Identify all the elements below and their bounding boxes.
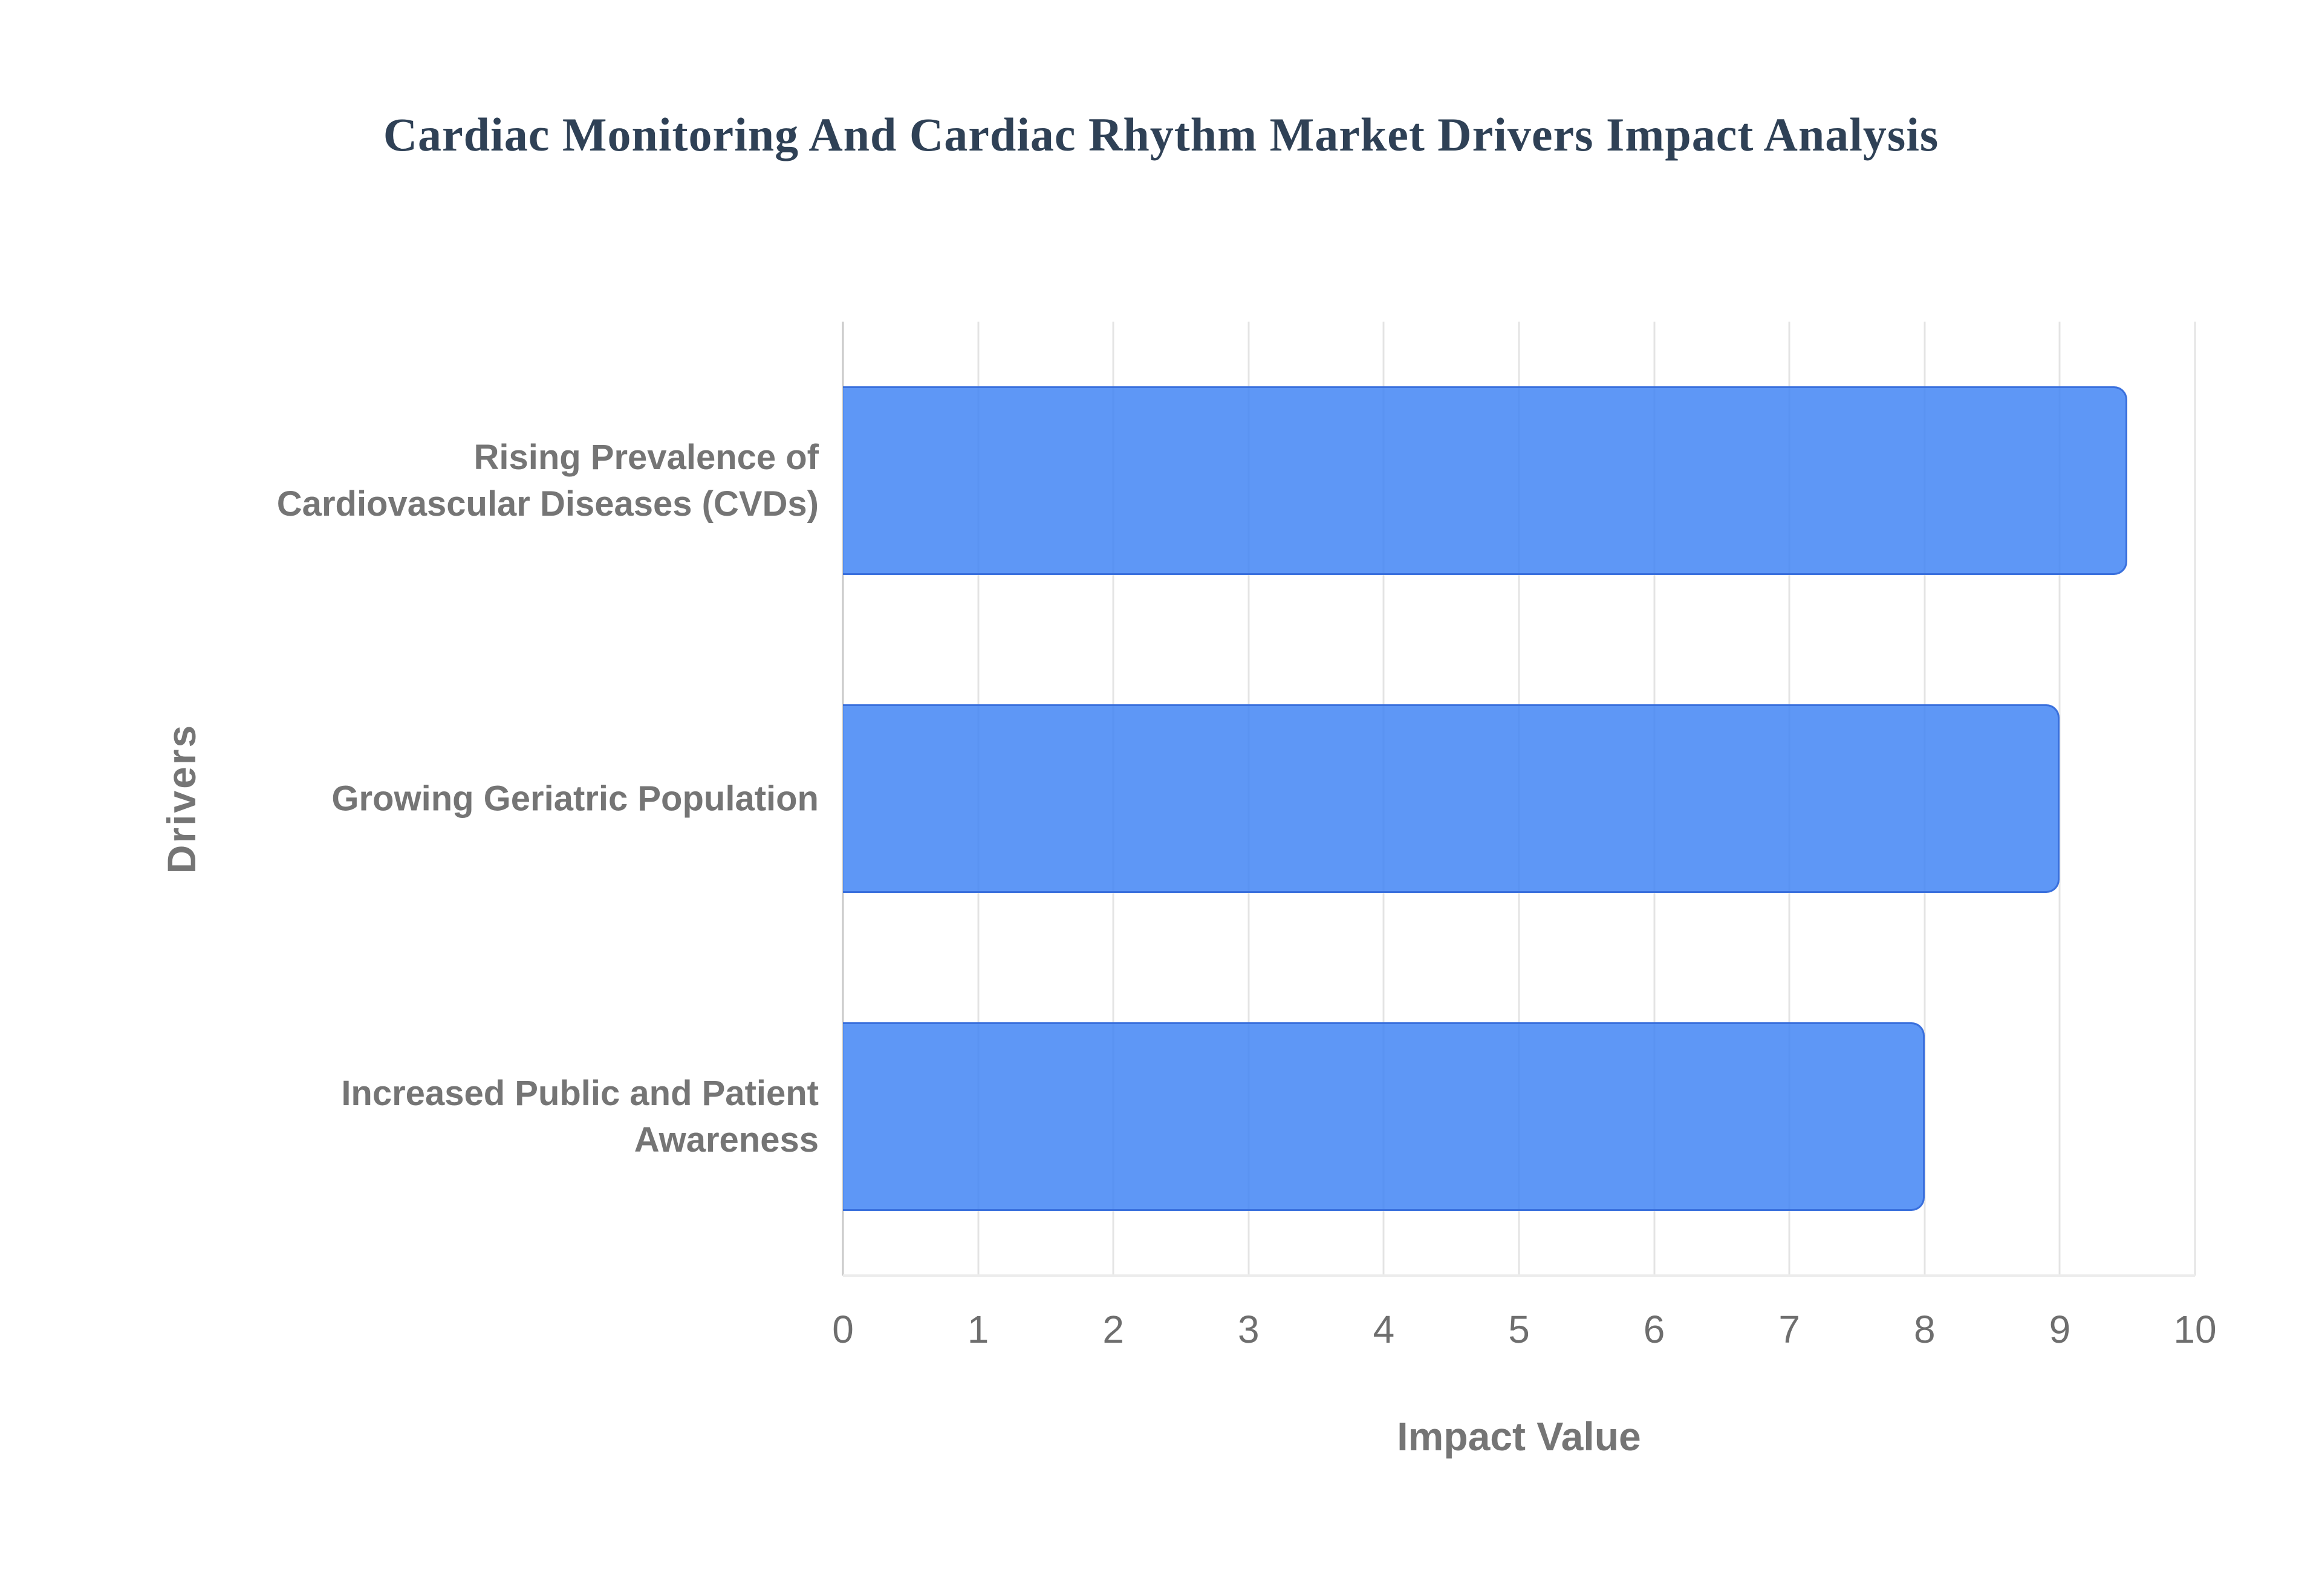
category-label: Increased Public and Patient Awareness xyxy=(33,1070,819,1163)
x-tick-label: 6 xyxy=(1643,1308,1665,1351)
x-tick-label: 7 xyxy=(1778,1308,1800,1351)
x-tick-label: 8 xyxy=(1914,1308,1936,1351)
category-label-line: Growing Geriatric Population xyxy=(331,779,819,819)
category-label: Rising Prevalence of Cardiovascular Disea… xyxy=(33,434,819,527)
x-axis-line xyxy=(843,1274,2195,1277)
x-tick-label: 5 xyxy=(1508,1308,1530,1351)
plot-area xyxy=(842,322,2196,1277)
bar[interactable] xyxy=(843,386,2128,575)
x-tick-label: 4 xyxy=(1373,1308,1395,1351)
category-label-line: Increased Public and Patient xyxy=(341,1073,819,1113)
gridline xyxy=(2058,322,2061,1276)
category-labels: Rising Prevalence of Cardiovascular Disea… xyxy=(0,322,819,1276)
x-axis-ticks: 0 1 2 3 4 5 6 7 8 9 10 xyxy=(832,1307,2216,1361)
x-tick-label: 9 xyxy=(2049,1308,2071,1351)
x-axis-title: Impact Value xyxy=(1397,1414,1641,1459)
chart-title: Cardiac Monitoring And Cardiac Rhythm Ma… xyxy=(383,108,1939,161)
x-tick-label: 0 xyxy=(832,1308,854,1351)
bar[interactable] xyxy=(843,1022,1925,1211)
x-tick-label: 1 xyxy=(967,1308,989,1351)
gridline xyxy=(2194,322,2196,1276)
category-label: Growing Geriatric Population xyxy=(33,775,819,822)
category-label-line: Awareness xyxy=(634,1120,819,1160)
x-tick-label: 2 xyxy=(1102,1308,1124,1351)
x-tick-label: 3 xyxy=(1238,1308,1260,1351)
category-label-line: Rising Prevalence of xyxy=(473,437,819,477)
x-tick-label: 10 xyxy=(2173,1308,2217,1351)
bar[interactable] xyxy=(843,704,2060,893)
category-label-line: Cardiovascular Diseases (CVDs) xyxy=(276,484,819,524)
